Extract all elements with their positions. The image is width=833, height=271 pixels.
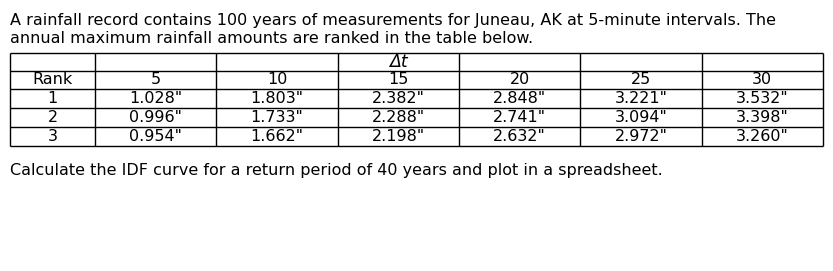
Text: 10: 10 <box>267 73 287 88</box>
Text: 1.028": 1.028" <box>129 91 182 106</box>
Text: 3.398": 3.398" <box>736 110 789 125</box>
Text: 1.803": 1.803" <box>251 91 303 106</box>
Text: 3.094": 3.094" <box>615 110 667 125</box>
Text: 30: 30 <box>752 73 772 88</box>
Text: 2.972": 2.972" <box>615 129 667 144</box>
Text: Calculate the IDF curve for a return period of 40 years and plot in a spreadshee: Calculate the IDF curve for a return per… <box>10 163 663 178</box>
Text: 0.954": 0.954" <box>129 129 182 144</box>
Text: 0.996": 0.996" <box>129 110 182 125</box>
Text: 2.632": 2.632" <box>493 129 546 144</box>
Text: 3: 3 <box>47 129 57 144</box>
Text: Rank: Rank <box>32 73 72 88</box>
Text: 2: 2 <box>47 110 57 125</box>
Text: A rainfall record contains 100 years of measurements for Juneau, AK at 5-minute : A rainfall record contains 100 years of … <box>10 13 776 28</box>
Text: 3.532": 3.532" <box>736 91 789 106</box>
Text: annual maximum rainfall amounts are ranked in the table below.: annual maximum rainfall amounts are rank… <box>10 31 533 46</box>
Text: 2.848": 2.848" <box>493 91 546 106</box>
Text: 2.382": 2.382" <box>372 91 425 106</box>
Text: 3.221": 3.221" <box>615 91 667 106</box>
Text: 2.741": 2.741" <box>493 110 546 125</box>
Text: 2.198": 2.198" <box>372 129 425 144</box>
Text: 15: 15 <box>388 73 408 88</box>
Text: 25: 25 <box>631 73 651 88</box>
Text: 1: 1 <box>47 91 57 106</box>
Text: 5: 5 <box>151 73 161 88</box>
Text: 2.288": 2.288" <box>372 110 425 125</box>
Text: 1.733": 1.733" <box>251 110 303 125</box>
Text: 1.662": 1.662" <box>251 129 303 144</box>
Text: 20: 20 <box>510 73 530 88</box>
Text: 3.260": 3.260" <box>736 129 789 144</box>
Text: Δt: Δt <box>389 53 407 71</box>
